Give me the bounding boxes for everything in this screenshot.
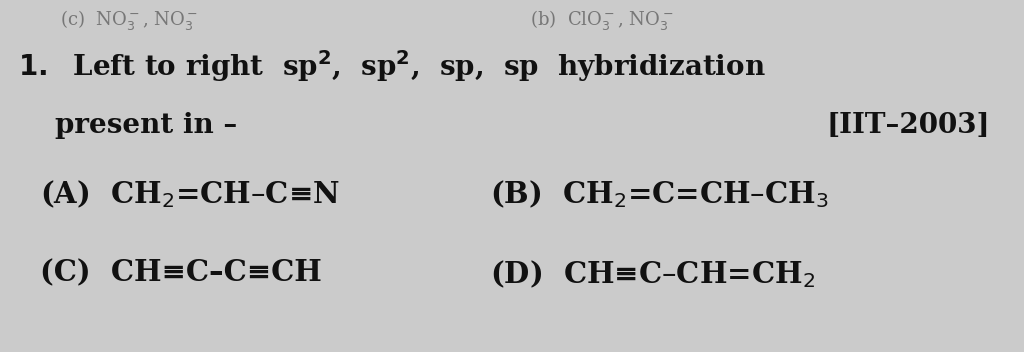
Text: present in –: present in – [55, 112, 238, 139]
Text: (c)  NO$_3^-$, NO$_3^-$: (c) NO$_3^-$, NO$_3^-$ [60, 8, 198, 32]
Text: (b)  ClO$_3^-$, NO$_3^-$: (b) ClO$_3^-$, NO$_3^-$ [530, 8, 673, 32]
Text: (A)  CH$_2$=CH–C≡N: (A) CH$_2$=CH–C≡N [40, 178, 340, 209]
Text: $\mathbf{1.}$  Left to right  sp$^{\mathbf{2}}$,  sp$^{\mathbf{2}}$,  sp,  sp  h: $\mathbf{1.}$ Left to right sp$^{\mathbf… [18, 48, 766, 84]
Text: (D)  CH≡C–CH=CH$_2$: (D) CH≡C–CH=CH$_2$ [490, 258, 815, 290]
Text: [IIT–2003]: [IIT–2003] [826, 112, 990, 139]
Text: (C)  CH≡C–C≡CH: (C) CH≡C–C≡CH [40, 258, 322, 287]
Text: (B)  CH$_2$=C=CH–CH$_3$: (B) CH$_2$=C=CH–CH$_3$ [490, 178, 828, 209]
